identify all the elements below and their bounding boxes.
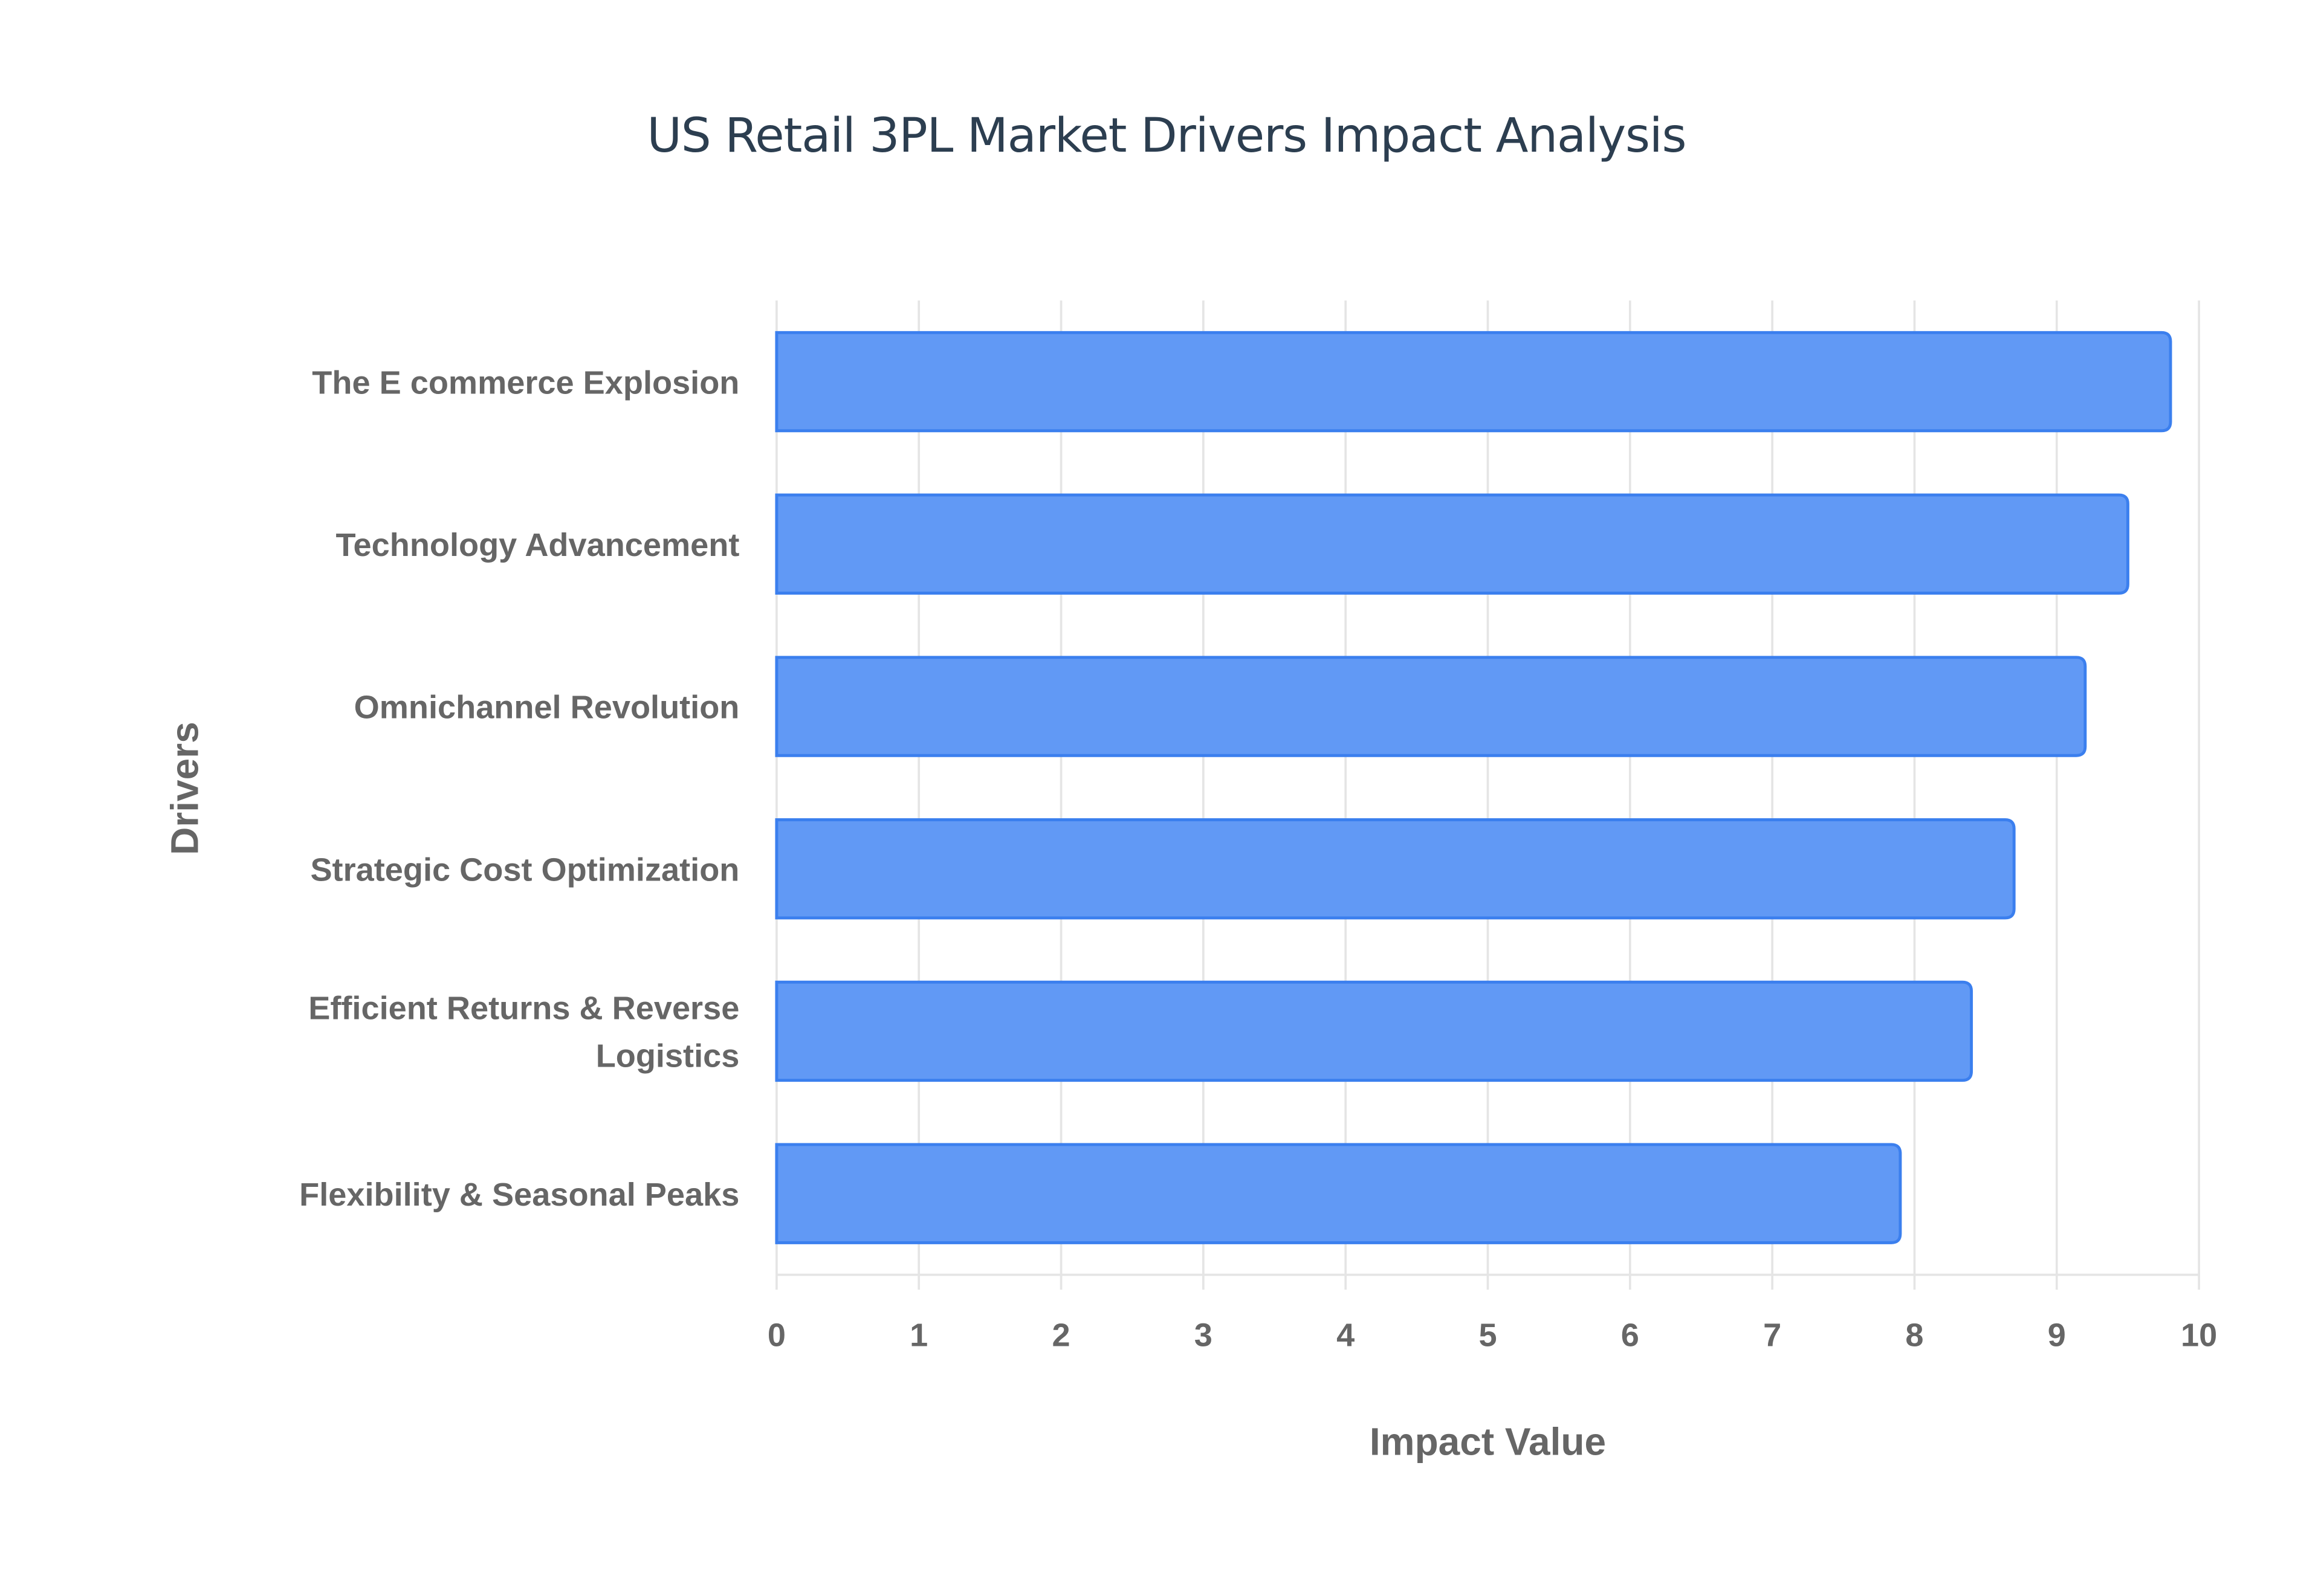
x-tick-label: 5 — [1478, 1317, 1497, 1354]
x-tick-label: 0 — [768, 1317, 786, 1354]
x-tick-label: 8 — [1905, 1317, 1923, 1354]
x-tick-label: 2 — [1052, 1317, 1070, 1354]
y-tick-label: The E commerce Explosion — [312, 364, 739, 401]
x-tick-label: 7 — [1763, 1317, 1781, 1354]
bars — [775, 331, 2172, 1244]
bar — [775, 493, 2129, 595]
y-tick-label: Flexibility & Seasonal Peaks — [299, 1177, 739, 1213]
x-tick-label: 6 — [1621, 1317, 1639, 1354]
y-tick-label: Omnichannel Revolution — [354, 690, 740, 726]
bar — [775, 656, 2087, 757]
chart-title: US Retail 3PL Market Drivers Impact Anal… — [647, 107, 1686, 164]
gridlines — [775, 300, 2200, 1290]
x-tick-label: 4 — [1336, 1317, 1355, 1354]
y-tick-label: Efficient Returns & Reverse Logistics — [308, 990, 739, 1074]
x-tick-label: 9 — [2048, 1317, 2066, 1354]
bar — [775, 980, 1973, 1082]
x-tick-labels: 0 1 2 3 4 5 6 7 8 9 10 — [768, 1317, 2217, 1354]
y-tick-label: Strategic Cost Optimization — [310, 851, 739, 888]
x-axis-label: Impact Value — [1370, 1420, 1606, 1463]
y-tick-label: Technology Advancement — [336, 527, 740, 563]
bar — [775, 1143, 1902, 1244]
y-tick-labels: The E commerce Explosion Technology Advan… — [299, 364, 739, 1213]
x-tick-label: 3 — [1194, 1317, 1212, 1354]
x-tick-label: 10 — [2181, 1317, 2217, 1354]
bar — [775, 331, 2172, 433]
x-tick-label: 1 — [910, 1317, 928, 1354]
y-axis-label: Drivers — [163, 722, 206, 855]
bar — [775, 818, 2016, 920]
